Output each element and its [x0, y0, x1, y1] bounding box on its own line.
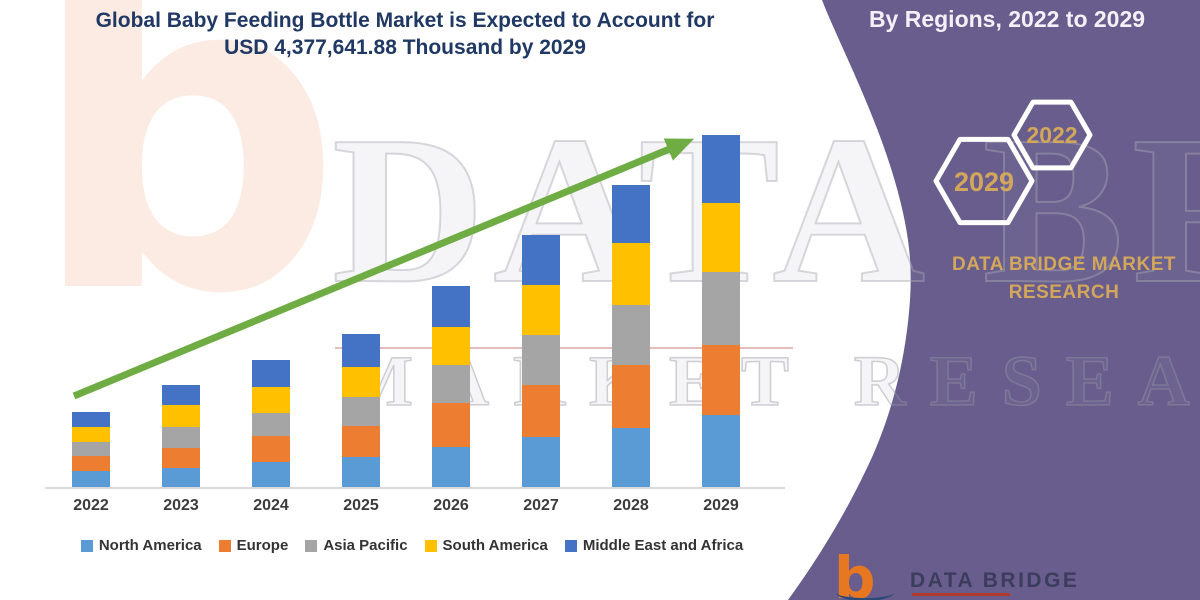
watermark-text-data-bridge: DATA BRIDGE: [331, 91, 1200, 328]
footer-logo-name: DATA BRIDGE: [910, 569, 1080, 592]
x-axis-label-2024: 2024: [253, 497, 289, 514]
bar-segment-south-america: [72, 427, 110, 442]
bar-segment-middle-east-and-africa: [72, 412, 110, 427]
hexagon-2029-label: 2029: [954, 167, 1014, 197]
bar-segment-middle-east-and-africa: [702, 135, 740, 203]
side-panel-shape: [788, 0, 1200, 600]
bar-segment-asia-pacific: [702, 272, 740, 345]
bar-2024: [252, 360, 290, 487]
bar-segment-south-america: [342, 367, 380, 397]
legend-swatch-icon: [564, 539, 577, 552]
bar-segment-north-america: [612, 428, 650, 487]
x-axis-label-2026: 2026: [433, 497, 469, 514]
bar-segment-middle-east-and-africa: [342, 334, 380, 367]
legend-swatch-icon: [305, 539, 318, 552]
page-title-line2: USD 4,377,641.88 Thousand by 2029: [224, 36, 586, 59]
bar-segment-asia-pacific: [342, 397, 380, 426]
bar-2028: [612, 185, 650, 487]
bar-segment-south-america: [252, 387, 290, 413]
x-axis-label-2023: 2023: [163, 497, 199, 514]
bar-segment-south-america: [702, 203, 740, 272]
watermark-text-market-research: MARKET RESEARCH: [344, 340, 1200, 422]
bar-segment-north-america: [342, 457, 380, 487]
bar-2026: [432, 286, 470, 487]
legend-item-europe: Europe: [218, 537, 289, 554]
legend-label: Asia Pacific: [323, 537, 408, 554]
bar-segment-europe: [162, 448, 200, 468]
page-title: Global Baby Feeding Bottle Market is Exp…: [40, 7, 770, 61]
bar-segment-europe: [612, 365, 650, 428]
footer-logo-swoosh-icon: [836, 584, 894, 600]
watermark-red-line: [335, 347, 793, 349]
legend-label: Europe: [236, 537, 289, 554]
bar-segment-asia-pacific: [252, 413, 290, 436]
bar-segment-middle-east-and-africa: [162, 385, 200, 405]
bar-segment-north-america: [432, 447, 470, 487]
bar-segment-asia-pacific: [72, 442, 110, 456]
legend-label: North America: [98, 537, 202, 554]
legend-item-middle-east-and-africa: Middle East and Africa: [564, 537, 744, 554]
legend-label: Middle East and Africa: [582, 537, 744, 554]
panel-heading: By Regions, 2022 to 2029: [868, 6, 1146, 32]
bar-segment-europe: [702, 345, 740, 415]
x-axis-label-2027: 2027: [523, 497, 559, 514]
footer-logo-subtitle: MARKET RESEARCH: [912, 597, 1132, 600]
bar-segment-europe: [252, 436, 290, 462]
bar-segment-asia-pacific: [612, 305, 650, 365]
chart-legend: North America Europe Asia Pacific South Ame…: [38, 537, 786, 554]
legend-swatch-icon: [218, 539, 231, 552]
bar-segment-europe: [432, 403, 470, 447]
bar-segment-south-america: [612, 243, 650, 305]
bar-segment-europe: [522, 385, 560, 437]
footer-logo-underline: [912, 593, 1010, 596]
bar-segment-south-america: [162, 405, 200, 427]
legend-label: South America: [442, 537, 548, 554]
bar-segment-europe: [342, 426, 380, 457]
bar-segment-middle-east-and-africa: [612, 185, 650, 243]
x-axis-label-2022: 2022: [73, 497, 109, 514]
bar-2029: [702, 135, 740, 487]
x-axis-label-2029: 2029: [703, 497, 739, 514]
bar-segment-middle-east-and-africa: [522, 235, 560, 285]
bar-segment-asia-pacific: [162, 427, 200, 448]
x-axis-label-2025: 2025: [343, 497, 379, 514]
hexagon-2029: [933, 136, 1035, 226]
x-axis-line: [45, 487, 785, 489]
bar-segment-north-america: [702, 415, 740, 487]
legend-item-asia-pacific: Asia Pacific: [305, 537, 408, 554]
hexagon-2022: [1011, 99, 1093, 171]
legend-swatch-icon: [80, 539, 93, 552]
legend-swatch-icon: [424, 539, 437, 552]
bar-segment-middle-east-and-africa: [432, 286, 470, 327]
watermark-b-logo: b: [28, 0, 343, 390]
bar-segment-asia-pacific: [522, 335, 560, 385]
legend-item-north-america: North America: [80, 537, 202, 554]
hexagon-2022-label: 2022: [1026, 122, 1077, 148]
legend-item-south-america: South America: [424, 537, 548, 554]
bar-segment-south-america: [432, 327, 470, 365]
bar-segment-north-america: [252, 462, 290, 487]
bar-2025: [342, 334, 380, 487]
bar-segment-europe: [72, 456, 110, 471]
x-axis-label-2028: 2028: [613, 497, 649, 514]
bar-2027: [522, 235, 560, 487]
bar-segment-north-america: [72, 471, 110, 487]
bar-2023: [162, 385, 200, 487]
trend-arrow-line: [72, 138, 695, 400]
bar-segment-south-america: [522, 285, 560, 335]
bar-segment-middle-east-and-africa: [252, 360, 290, 387]
page-title-line1: Global Baby Feeding Bottle Market is Exp…: [95, 9, 715, 32]
bar-segment-north-america: [162, 468, 200, 487]
panel-brand-name: DATA BRIDGE MARKET RESEARCH: [952, 254, 1176, 303]
bar-segment-north-america: [522, 437, 560, 487]
bar-segment-asia-pacific: [432, 365, 470, 403]
bar-2022: [72, 412, 110, 487]
